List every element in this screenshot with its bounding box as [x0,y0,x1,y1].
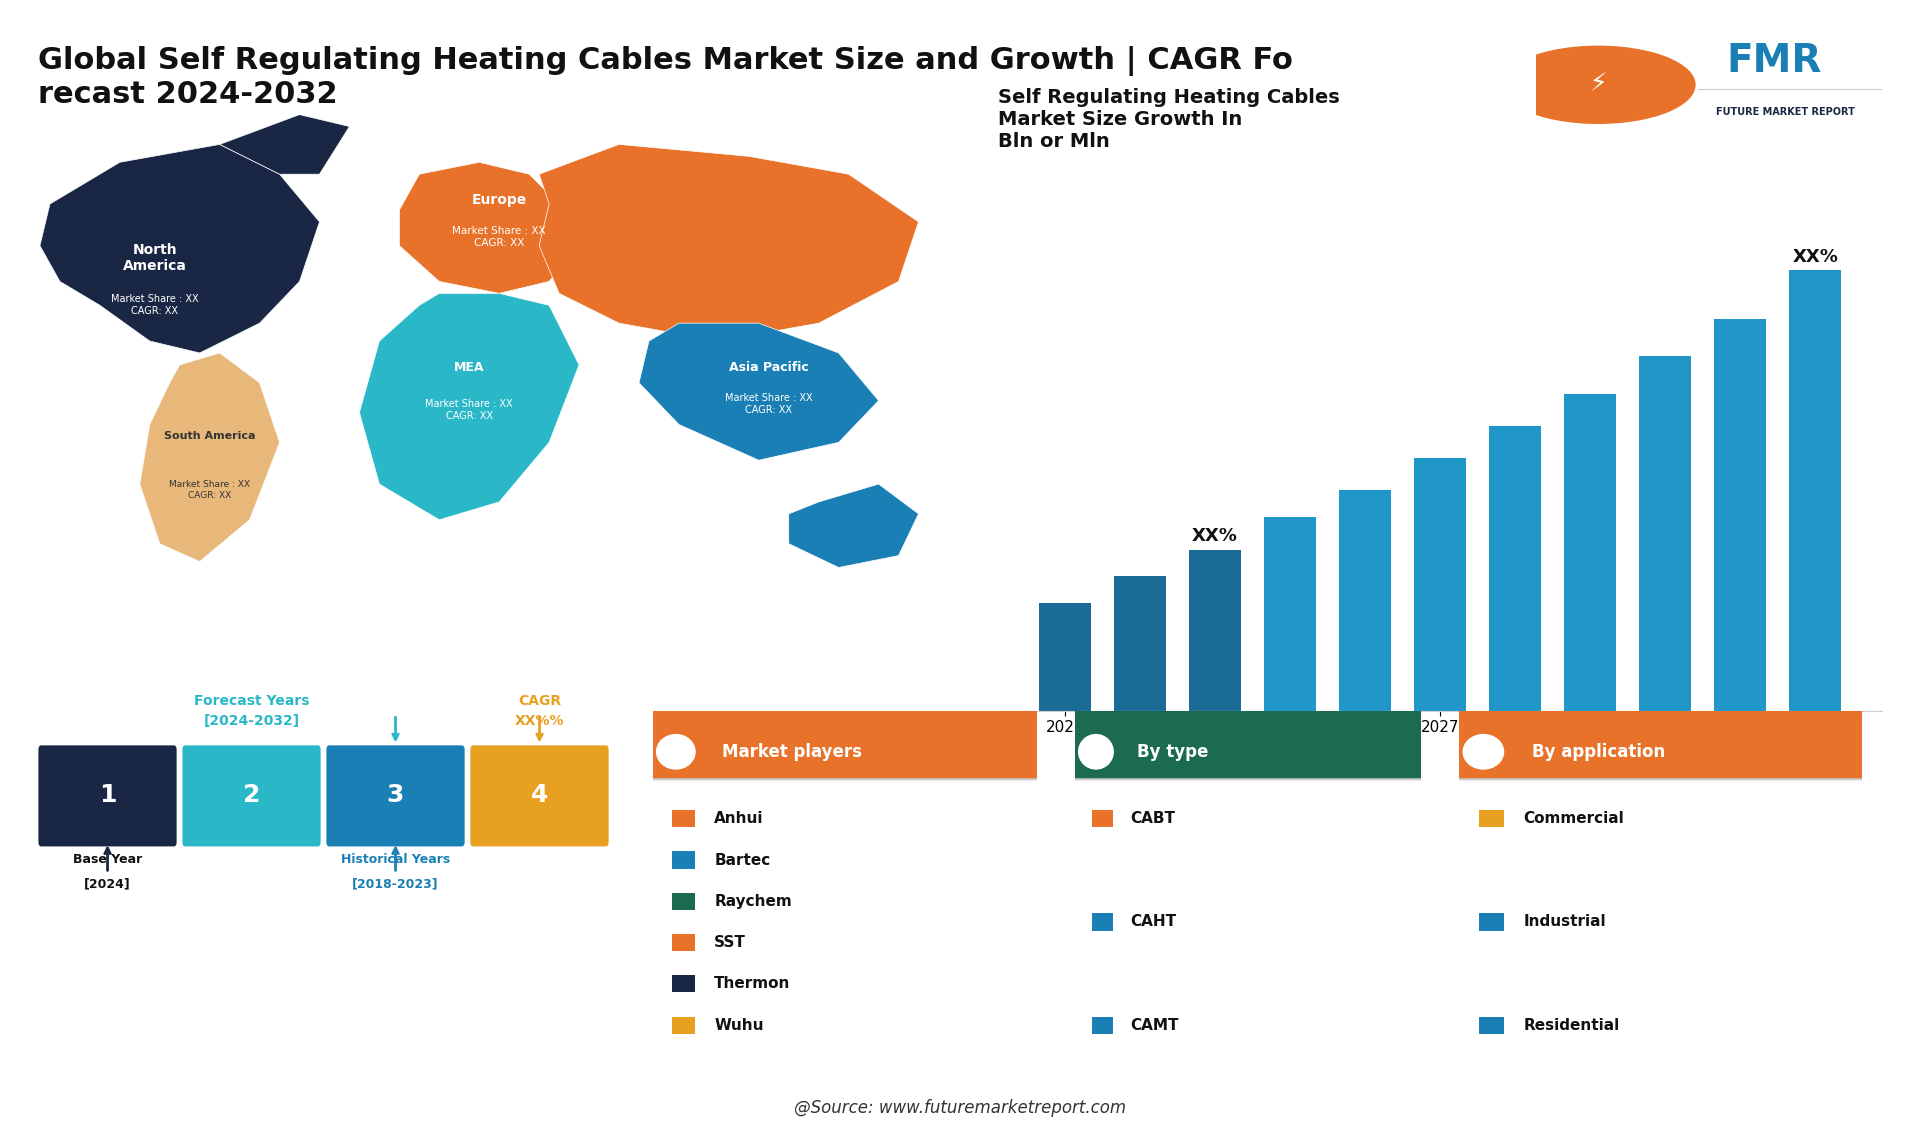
Text: CABT: CABT [1131,811,1175,826]
Bar [1188,550,1240,711]
Text: @Source: www.futuremarketreport.com: @Source: www.futuremarketreport.com [795,1099,1125,1117]
Bar [1114,576,1165,711]
Bar [1413,458,1467,711]
Polygon shape [399,163,580,293]
Text: Global Self Regulating Heating Cables Market Size and Growth | CAGR Fo
recast 20: Global Self Regulating Heating Cables Ma… [38,46,1294,109]
Text: XX%%: XX%% [515,714,564,729]
Text: CAMT: CAMT [1131,1018,1179,1033]
Text: Self Regulating Heating Cables
Market Size Growth In
Bln or Mln: Self Regulating Heating Cables Market Si… [998,87,1340,150]
Polygon shape [140,353,280,562]
FancyBboxPatch shape [1062,704,1434,800]
Text: By type: By type [1137,743,1210,761]
Text: Bartec: Bartec [714,853,770,868]
Text: Market players: Market players [722,743,862,761]
Text: 2: 2 [242,783,261,807]
Text: [2024]: [2024] [84,878,131,890]
Text: MEA: MEA [453,361,484,374]
Polygon shape [540,144,918,342]
FancyBboxPatch shape [1444,704,1878,800]
Text: Market Share : XX
CAGR: XX: Market Share : XX CAGR: XX [453,226,545,248]
Text: CAHT: CAHT [1131,915,1177,929]
Bar [1480,913,1503,931]
Bar [1789,270,1841,711]
Text: Market Share : XX
CAGR: XX: Market Share : XX CAGR: XX [726,393,812,415]
Text: [2018-2023]: [2018-2023] [351,878,440,890]
Bar [1488,426,1542,711]
Text: Market Share : XX
CAGR: XX: Market Share : XX CAGR: XX [426,399,513,421]
FancyBboxPatch shape [1068,779,1428,1061]
Bar [672,934,695,951]
Bar [1480,1017,1503,1034]
Bar [1092,913,1114,931]
Text: Commercial: Commercial [1524,811,1624,826]
Bar [1640,356,1692,711]
FancyBboxPatch shape [637,704,1052,800]
Text: Thermon: Thermon [714,976,791,991]
Text: CAGR: CAGR [518,693,561,708]
Bar [672,1017,695,1034]
Circle shape [1079,735,1114,769]
Text: Market Share : XX
CAGR: XX: Market Share : XX CAGR: XX [111,295,198,316]
Text: Historical Years: Historical Years [342,853,449,865]
Bar [1263,517,1317,711]
Bar [672,851,695,869]
Text: SST: SST [714,935,747,950]
Bar [672,893,695,910]
Polygon shape [359,293,580,520]
Text: Anhui: Anhui [714,811,764,826]
Text: South America: South America [163,431,255,441]
Text: Industrial: Industrial [1524,915,1607,929]
Polygon shape [639,323,879,461]
Text: XX%: XX% [1192,527,1238,545]
FancyBboxPatch shape [38,745,177,847]
FancyBboxPatch shape [326,745,465,847]
Polygon shape [789,484,918,567]
FancyBboxPatch shape [1452,779,1870,1061]
Bar [672,810,695,827]
Bar [1715,319,1766,711]
Bar [1480,810,1503,827]
Text: Base Year: Base Year [73,853,142,865]
Text: FMR: FMR [1726,42,1822,80]
Text: Residential: Residential [1524,1018,1620,1033]
Text: Wuhu: Wuhu [714,1018,764,1033]
Text: 4: 4 [530,783,549,807]
Text: 1: 1 [98,783,117,807]
Text: Forecast Years: Forecast Years [194,693,309,708]
Bar [1563,394,1617,711]
Text: XX%: XX% [1791,249,1837,266]
Polygon shape [219,115,349,174]
FancyBboxPatch shape [182,745,321,847]
Bar [1092,1017,1114,1034]
Bar [1039,603,1091,711]
Text: Market Share : XX
CAGR: XX: Market Share : XX CAGR: XX [169,480,250,500]
Text: 3: 3 [386,783,405,807]
Text: Asia Pacific: Asia Pacific [730,361,808,374]
Text: ⚡: ⚡ [1590,73,1607,96]
Bar [1092,810,1114,827]
Text: Raychem: Raychem [714,894,791,909]
Circle shape [657,735,695,769]
Bar [1338,490,1392,711]
Text: FUTURE MARKET REPORT: FUTURE MARKET REPORT [1716,108,1855,117]
Circle shape [1463,735,1503,769]
FancyBboxPatch shape [645,779,1044,1061]
Text: North
America: North America [123,243,186,273]
Text: By application: By application [1532,743,1665,761]
Polygon shape [40,144,319,353]
Text: Europe: Europe [472,193,526,207]
Circle shape [1501,46,1695,124]
Bar [672,975,695,992]
FancyBboxPatch shape [470,745,609,847]
Text: [2024-2032]: [2024-2032] [204,714,300,729]
